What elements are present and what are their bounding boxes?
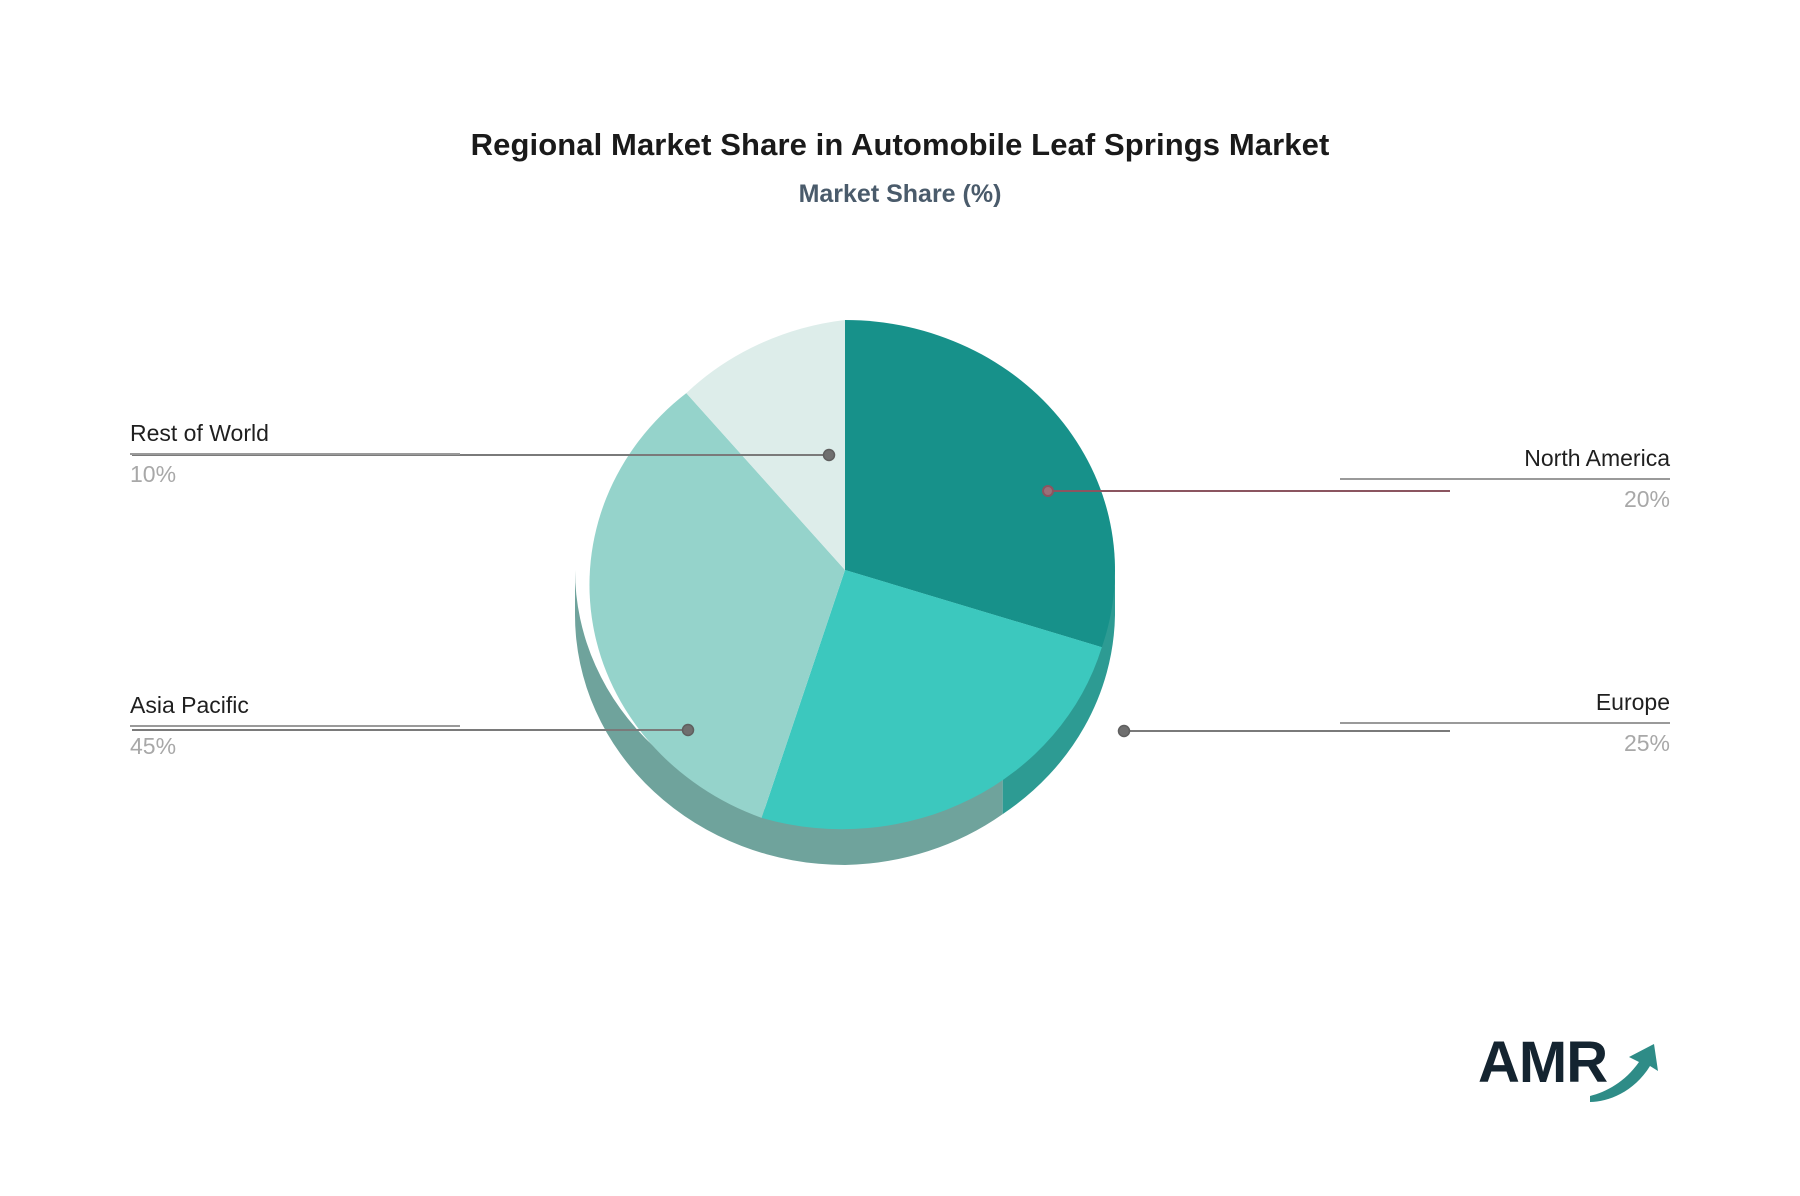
amr-logo: AMR [1478,1032,1678,1108]
callout-rule-north-america [1340,478,1670,480]
leader-dot-north-america [1042,485,1054,497]
pie-slice-asia-pacific [589,393,845,818]
callout-label-rest-of-world: Rest of World [130,420,269,446]
amr-logo-text: AMR [1478,1030,1608,1095]
pie-slice-rest-of-world [686,320,845,570]
callout-label-europe: Europe [1595,689,1670,715]
callout-rule-rest-of-world [130,453,460,455]
title-block: Regional Market Share in Automobile Leaf… [0,125,1800,210]
callout-rule-europe [1340,722,1670,724]
chart-subtitle: Market Share (%) [798,180,1002,208]
callout-value-north-america: 20% [1623,486,1670,512]
callout-rest-of-world: Rest of World 10% [130,418,460,489]
callout-value-asia-pacific: 45% [130,733,177,759]
callout-value-europe: 25% [1623,730,1670,756]
callout-rule-asia-pacific [130,725,460,727]
leader-dot-rest-of-world [822,448,836,462]
pie-slice-europe-b [761,570,1102,830]
callout-north-america: North America 20% [1340,443,1670,514]
pie-top-face [589,320,1115,830]
page-title: Regional Market Share in Automobile Leaf… [470,127,1330,162]
leader-dot-asia-pacific [681,723,695,737]
callout-value-rest-of-world: 10% [130,461,177,487]
callout-asia-pacific: Asia Pacific 45% [130,690,460,761]
callout-europe: Europe 25% [1340,687,1670,758]
leader-dot-europe [1117,724,1131,738]
pie-slice-north-america [845,320,1115,648]
callout-label-asia-pacific: Asia Pacific [130,692,249,718]
pie-side-asia-pacific [575,570,845,865]
leader-lines [132,448,1450,738]
callout-label-north-america: North America [1524,445,1670,471]
growth-arrow-icon [1590,1044,1658,1102]
